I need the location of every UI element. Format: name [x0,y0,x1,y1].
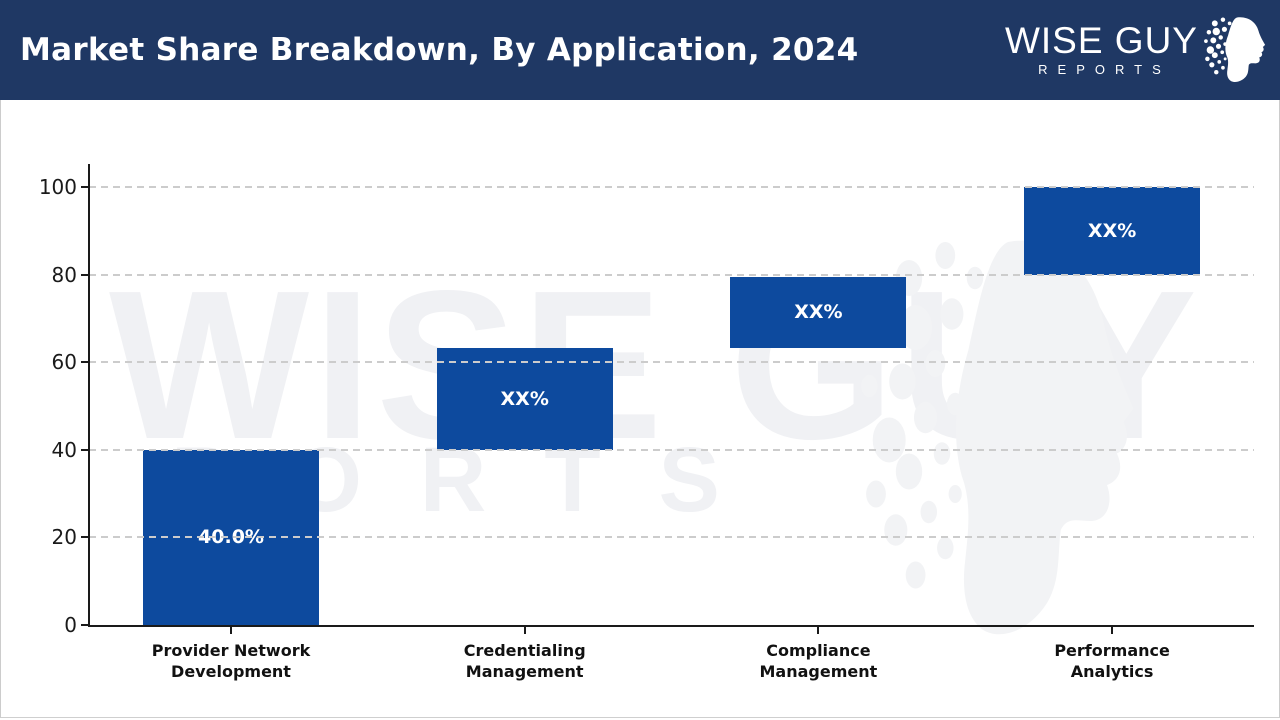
logo-brand-subtitle: REPORTS [1038,62,1171,77]
gridline-100 [89,186,1254,188]
y-tick-mark [81,361,89,364]
y-tick-mark [81,186,89,188]
wiseguy-logo: WISE GUY REPORTS [1005,4,1274,96]
bar-value-label: XX% [500,387,549,410]
x-tick-mark [230,627,232,634]
category-label: Performance Analytics [982,640,1242,682]
bar-segment: XX% [436,347,613,450]
x-axis-line [88,625,1254,627]
chart-canvas: WISE GUY PORTS 0 20 40 60 80 100 40.0% Provider… [0,100,1280,718]
category-label-line: Performance [1054,641,1170,660]
bar-value-label: XX% [1087,220,1137,243]
y-tick-mark [81,448,89,451]
gridline-60 [89,361,1254,364]
y-tick-label: 40 [51,437,77,462]
gridline-40 [89,448,1254,451]
bar-value-label: XX% [794,301,843,324]
chart-title: Market Share Breakdown, By Application, … [20,32,859,68]
bar-segment: XX% [730,276,907,348]
logo-brand-name: WISE GUY [1004,20,1198,61]
category-label-line: Management [759,662,878,681]
y-tick-label: 60 [51,350,77,375]
y-tick-mark [81,536,89,539]
bar-segment: XX% [1024,187,1201,276]
header-bar: Market Share Breakdown, By Application, … [0,0,1280,100]
x-tick-mark [817,627,820,634]
category-label-line: Analytics [1070,662,1154,681]
category-label-line: Provider Network [151,641,311,660]
wiseguy-head-icon [1204,17,1266,82]
category-label-line: Compliance [766,641,871,660]
category-label-line: Credentialing [463,641,586,660]
y-tick-mark [81,624,89,626]
y-axis-line [88,164,90,627]
y-tick-label: 20 [51,525,77,550]
category-label-line: Management [465,662,584,681]
category-label-line: Development [171,662,291,681]
category-label: Provider Network Development [101,640,361,682]
category-label: Credentialing Management [395,640,655,682]
y-tick-label: 100 [38,175,77,199]
y-tick-mark [81,273,89,276]
gridline-20 [89,536,1254,539]
wiseguy-logo-text: WISE GUY REPORTS [1005,21,1198,79]
y-tick-label: 80 [51,262,77,287]
y-tick-label: 0 [64,613,77,637]
x-tick-mark [523,627,526,634]
category-label: Compliance Management [688,640,948,682]
gridline-80 [89,273,1254,276]
x-tick-mark [1111,627,1114,634]
